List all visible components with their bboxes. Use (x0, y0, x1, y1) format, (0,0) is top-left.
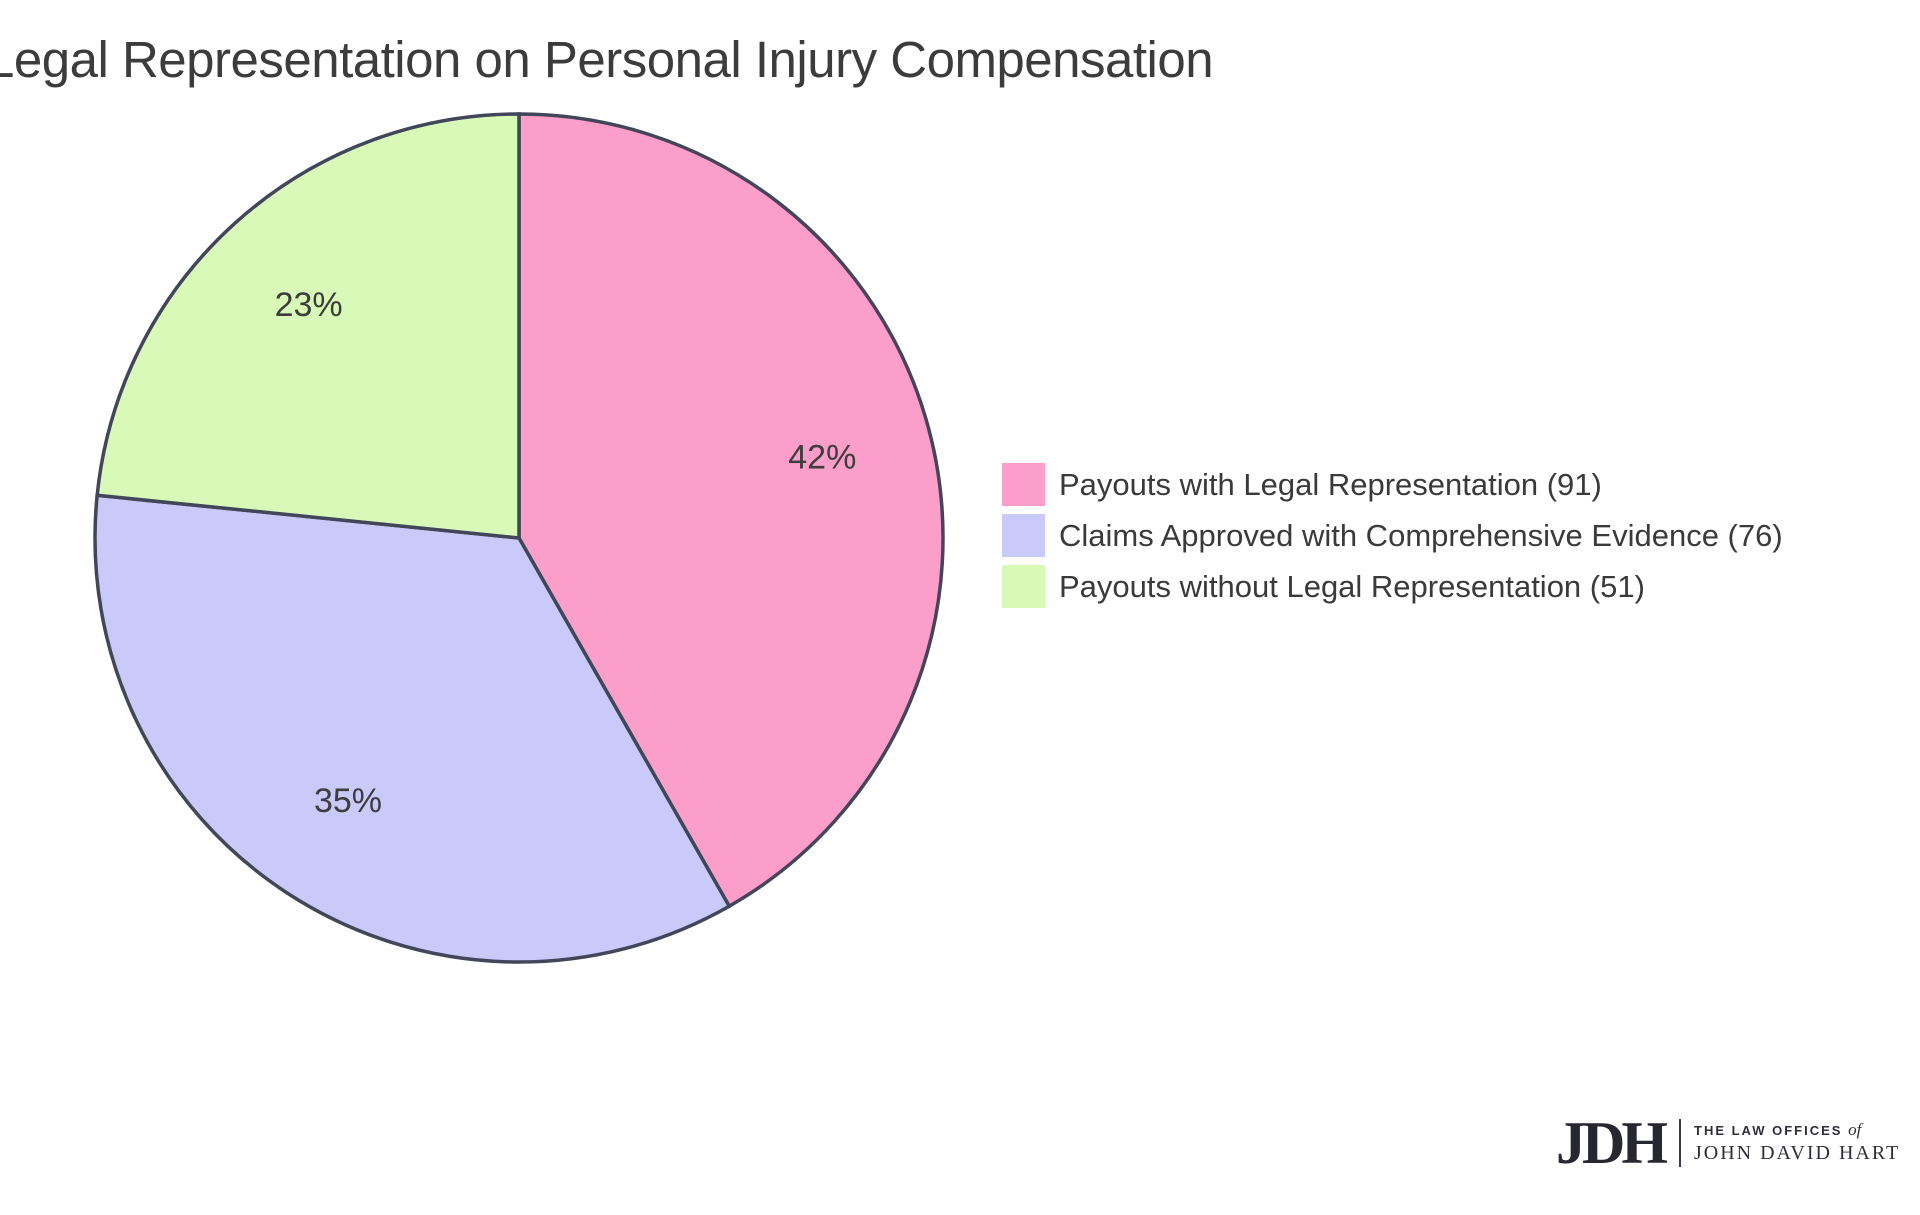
legend-label: Claims Approved with Comprehensive Evide… (1059, 517, 1783, 553)
legend-swatch-pink (1002, 463, 1045, 506)
legend-swatch-purple (1002, 514, 1045, 557)
logo-tagline: THE LAW OFFICES of (1694, 1120, 1900, 1140)
logo-name: JOHN DAVID HART (1694, 1142, 1901, 1165)
logo-tagline-prefix: THE LAW OFFICES (1694, 1122, 1843, 1138)
chart-title: Legal Representation on Personal Injury … (0, 31, 1214, 88)
logo-divider (1679, 1119, 1681, 1167)
logo-text: THE LAW OFFICES of JOHN DAVID HART (1694, 1120, 1900, 1166)
pie-slice-claims-approved-with-comprehensive-evidence (93, 493, 732, 964)
legend-label: Payouts with Legal Representation (91) (1059, 466, 1602, 502)
jdh-logo: JDH THE LAW OFFICES of JOHN DAVID HART (1556, 1112, 1900, 1174)
pie-slice-payouts-with-legal-representation (517, 112, 945, 909)
pie-slice-percent-label-payouts-without-legal-representation: 23% (275, 286, 343, 324)
legend-item: Payouts without Legal Representation (51… (1002, 565, 1783, 608)
logo-tagline-of: of (1848, 1119, 1862, 1139)
pie-slice-percent-label-payouts-with-legal-representation: 42% (788, 439, 856, 477)
legend: Payouts with Legal Representation (91) C… (1002, 463, 1783, 608)
pie-slice-percent-label-claims-approved-with-comprehensive-evidence: 35% (314, 782, 382, 820)
pie-slice-payouts-without-legal-representation (95, 112, 521, 540)
legend-item: Claims Approved with Comprehensive Evide… (1002, 514, 1783, 557)
legend-swatch-green (1002, 565, 1045, 608)
logo-initials: JDH (1556, 1110, 1668, 1176)
legend-label: Payouts without Legal Representation (51… (1059, 568, 1645, 604)
legend-item: Payouts with Legal Representation (91) (1002, 463, 1783, 506)
